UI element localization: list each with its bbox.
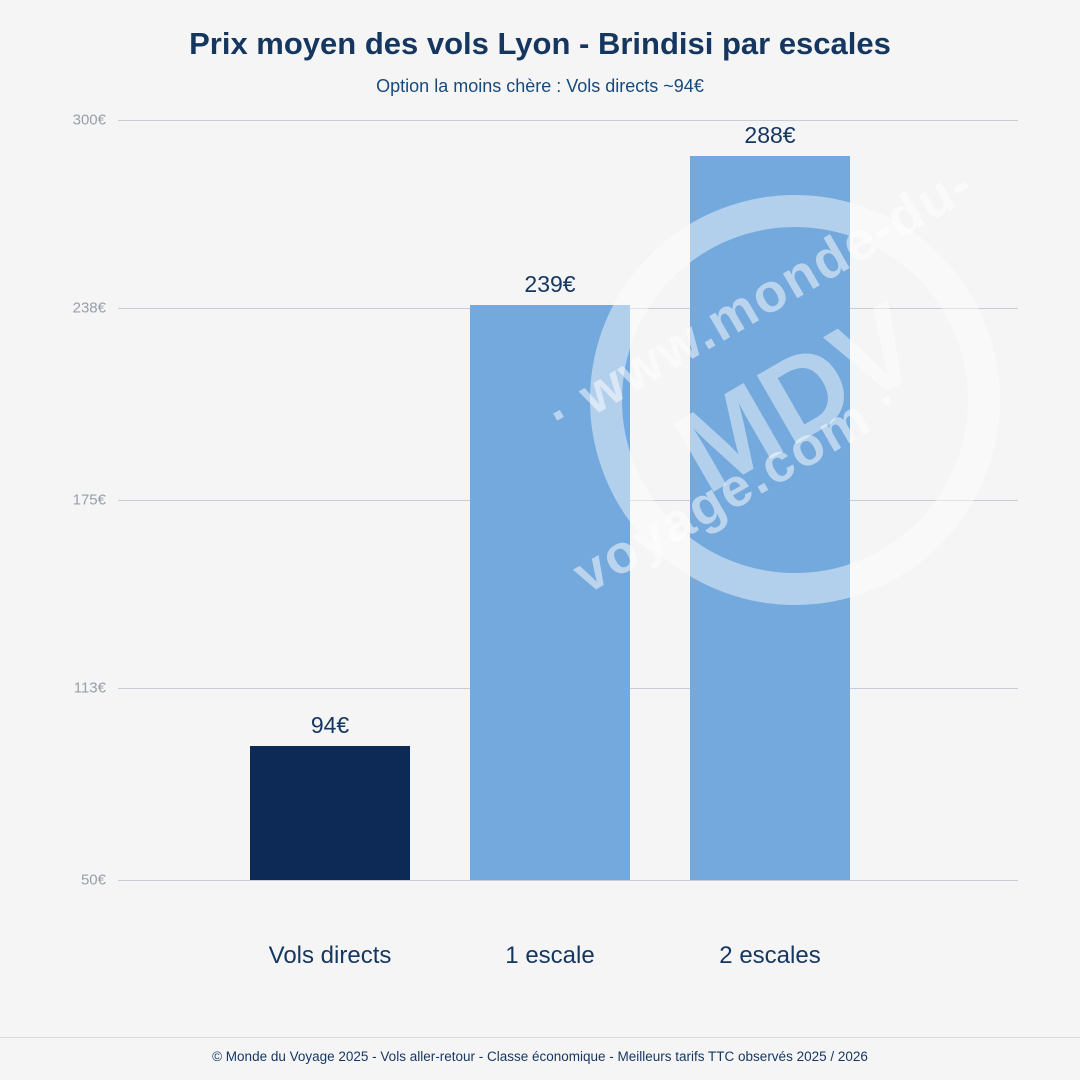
y-axis-tick-50: 50€ <box>80 871 106 889</box>
footer-divider <box>0 1037 1080 1038</box>
x-axis-label-1: 1 escale <box>505 942 595 969</box>
x-axis-label-0: Vols directs <box>268 942 392 969</box>
y-axis-tick-238: 238€ <box>72 299 106 317</box>
y-axis-tick-175: 175€ <box>72 491 106 509</box>
bar-1 <box>470 305 630 880</box>
bar-2 <box>690 156 850 880</box>
chart-title: Prix moyen des vols Lyon - Brindisi par … <box>189 26 891 61</box>
chart-subtitle: Option la moins chère : Vols directs ~94… <box>376 76 704 96</box>
footer-credit: © Monde du Voyage 2025 - Vols aller-reto… <box>212 1049 868 1064</box>
x-axis-label-2: 2 escales <box>719 942 821 969</box>
y-axis-tick-113: 113€ <box>73 679 106 697</box>
plot-area: 300€ 238€ 175€ 113€ 50€ 94€ Vols directs 239€ 1 … <box>73 112 1018 969</box>
bar-value-label-0: 94€ <box>310 712 350 739</box>
bar-0 <box>250 746 410 880</box>
bar-value-label-2: 288€ <box>744 122 796 149</box>
y-axis-tick-300: 300€ <box>72 111 106 129</box>
gridline-50 <box>118 880 1018 881</box>
gridline-300 <box>118 120 1018 121</box>
bar-value-label-1: 239€ <box>524 271 576 298</box>
